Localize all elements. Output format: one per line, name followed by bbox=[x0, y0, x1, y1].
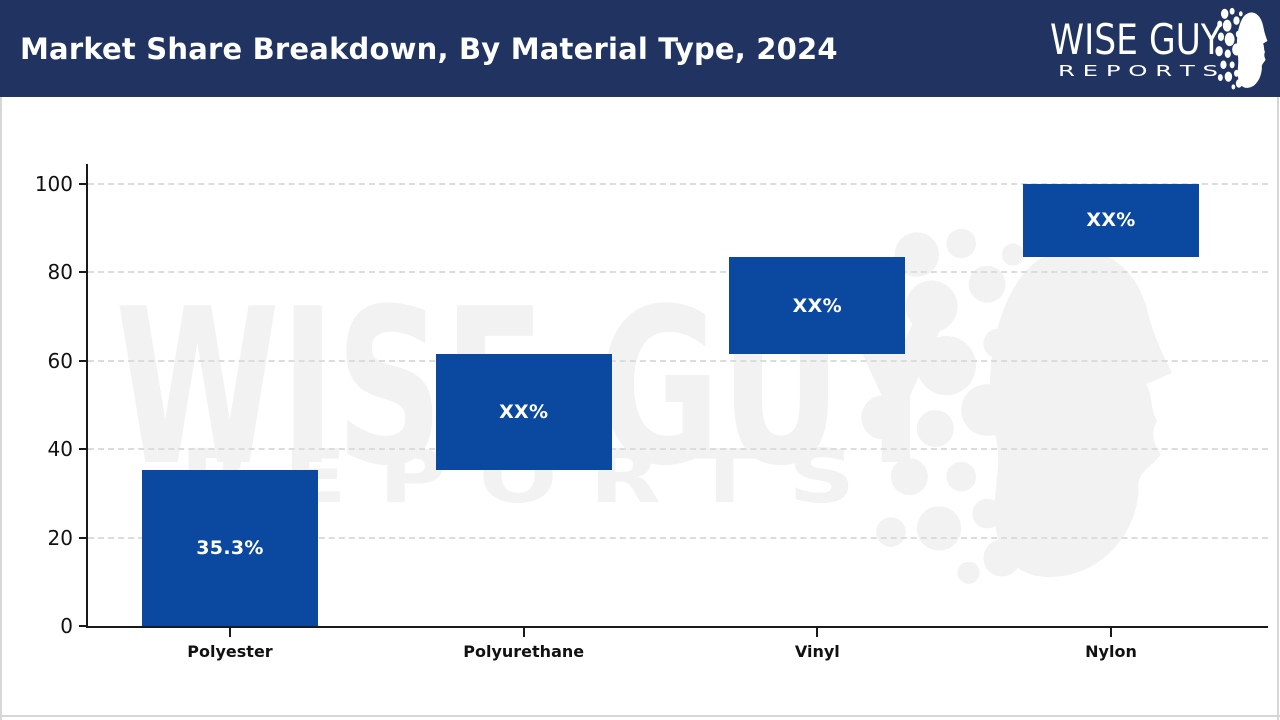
y-axis-line bbox=[86, 164, 88, 628]
logo-head-icon bbox=[1215, 7, 1268, 90]
chart-area: WISE GUY R E P O R T S 0 20 40 60 80 100 35.3%… bbox=[0, 97, 1280, 720]
frame-border-right bbox=[1277, 97, 1279, 720]
y-axis-tick bbox=[79, 359, 88, 362]
watermark-head-icon bbox=[861, 228, 1173, 584]
y-axis-tick bbox=[79, 625, 88, 627]
category-label-nylon: Nylon bbox=[1085, 642, 1137, 661]
y-axis-tick-label: 100 bbox=[34, 172, 73, 196]
y-axis-tick bbox=[79, 183, 88, 185]
bar-nylon: XX% bbox=[1023, 184, 1199, 257]
frame-border-left bbox=[0, 97, 2, 720]
gridline-y100 bbox=[88, 183, 1268, 185]
y-axis-tick bbox=[79, 536, 88, 539]
y-axis-tick-label: 20 bbox=[47, 525, 73, 550]
y-axis-tick-label: 40 bbox=[47, 437, 73, 462]
bar-polyester: 35.3% bbox=[142, 469, 318, 626]
y-axis-tick-label: 80 bbox=[47, 260, 73, 285]
y-axis-tick-label: 0 bbox=[60, 614, 73, 638]
bar-polyurethane: XX% bbox=[435, 354, 612, 470]
x-axis-tick bbox=[816, 628, 819, 637]
category-label-polyurethane: Polyurethane bbox=[463, 642, 585, 661]
y-axis-tick bbox=[79, 448, 88, 451]
y-axis-tick-label: 60 bbox=[47, 348, 73, 373]
category-label-polyester: Polyester bbox=[187, 642, 273, 661]
x-axis-tick bbox=[522, 628, 525, 637]
frame-border-bottom bbox=[0, 715, 1280, 717]
bar-value-label: 35.3% bbox=[196, 536, 264, 559]
x-axis-tick bbox=[1110, 628, 1112, 637]
chart-title: Market Share Breakdown, By Material Type… bbox=[20, 31, 838, 66]
bar-value-label: XX% bbox=[499, 401, 549, 424]
gridline-y80 bbox=[88, 271, 1268, 274]
x-axis-line bbox=[86, 626, 1268, 628]
wise-guy-reports-logo: WISE GUY R E P O R T S bbox=[1008, 0, 1276, 97]
category-label-vinyl: Vinyl bbox=[794, 642, 840, 661]
bar-value-label: XX% bbox=[792, 294, 842, 317]
logo-subtext: R E P O R T S bbox=[1058, 62, 1218, 80]
gridline-y60 bbox=[88, 359, 1268, 362]
logo-graphic: WISE GUY R E P O R T S bbox=[1050, 7, 1268, 90]
header-bar: Market Share Breakdown, By Material Type… bbox=[0, 0, 1280, 97]
bar-vinyl: XX% bbox=[729, 256, 906, 355]
gridline-y40 bbox=[88, 448, 1268, 451]
logo-wordmark: WISE GUY bbox=[1050, 15, 1222, 64]
bar-value-label: XX% bbox=[1086, 209, 1136, 232]
gridline-y20 bbox=[88, 536, 1268, 539]
x-axis-tick bbox=[229, 628, 231, 637]
y-axis-tick bbox=[79, 271, 88, 274]
